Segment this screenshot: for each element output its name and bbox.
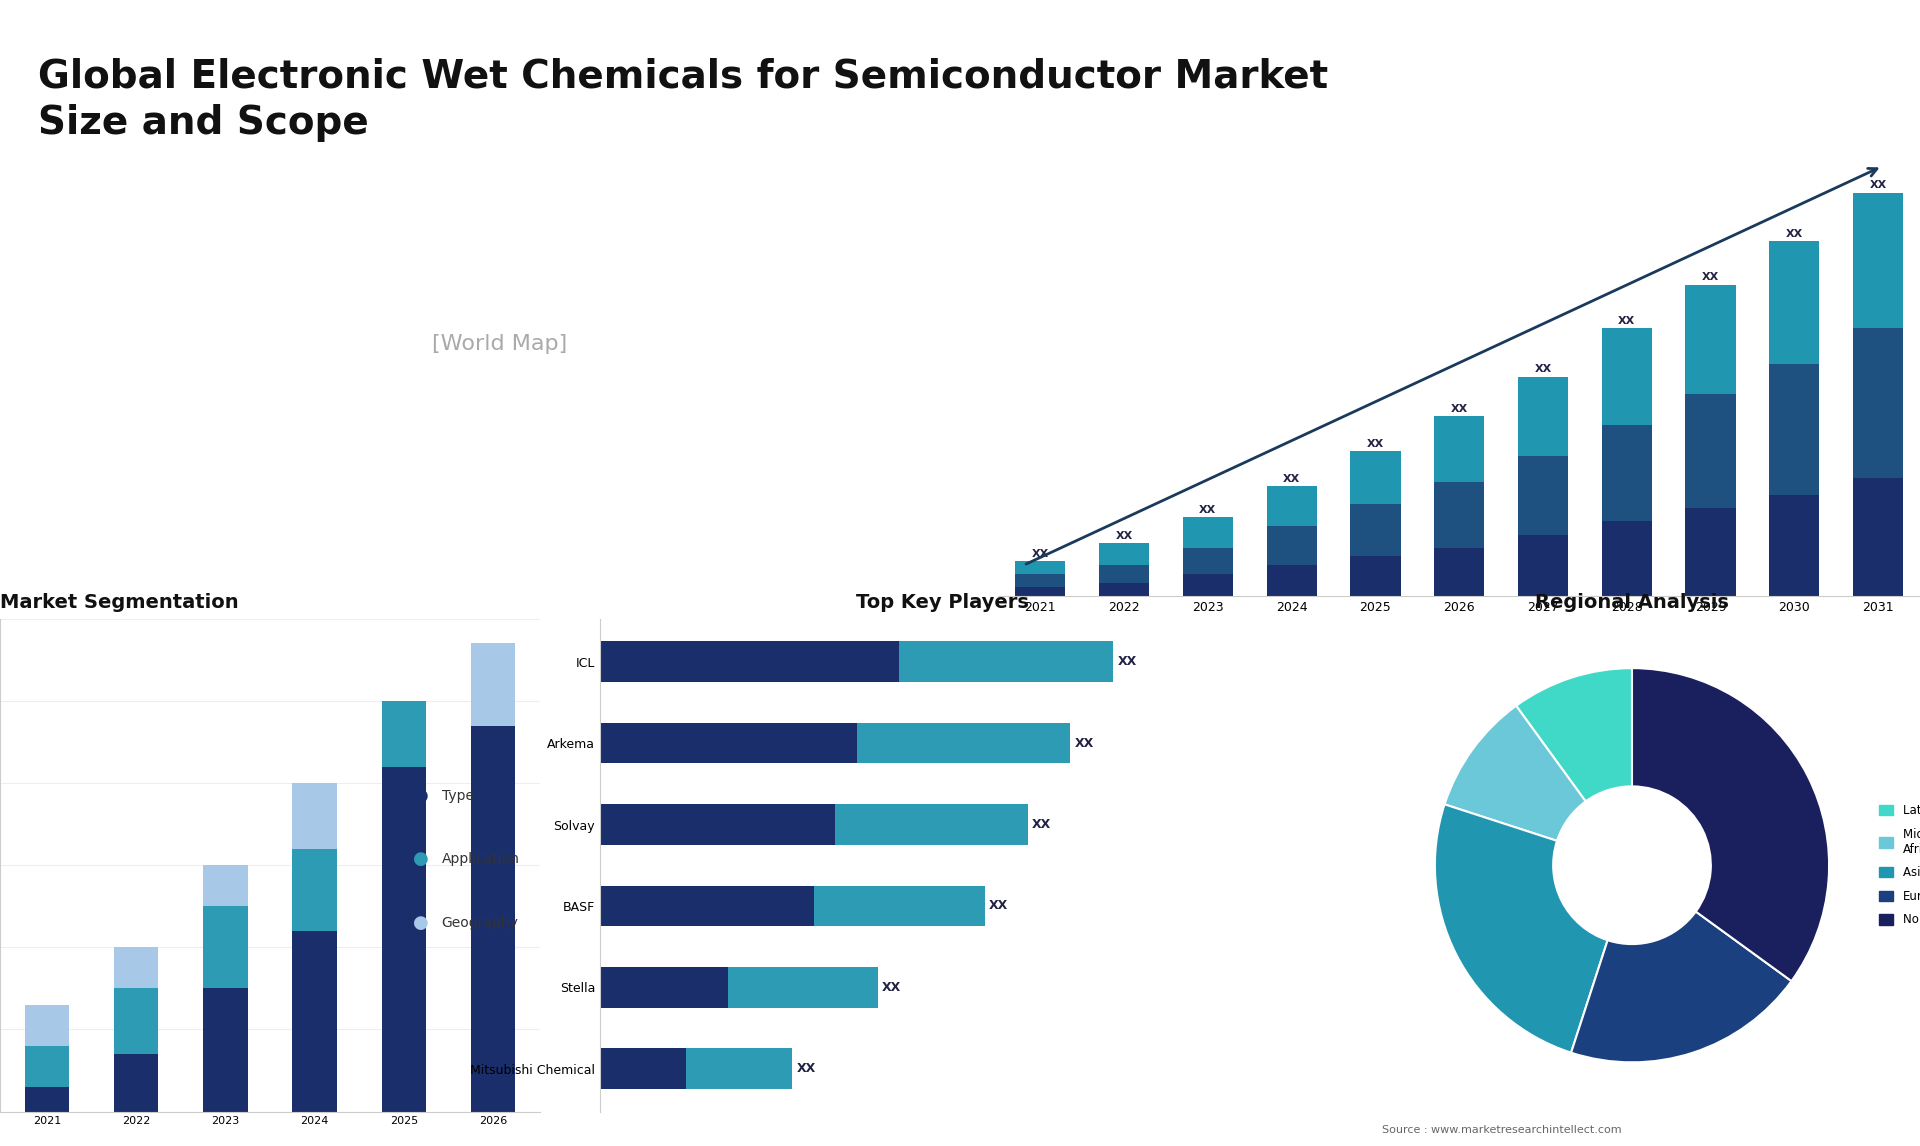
Text: ●: ●: [413, 787, 428, 806]
Text: XX: XX: [1117, 656, 1137, 668]
Text: XX: XX: [1283, 474, 1300, 484]
Bar: [25, 1005, 69, 1046]
Bar: [1183, 574, 1233, 596]
Bar: [1519, 456, 1569, 534]
Wedge shape: [1517, 668, 1632, 801]
Bar: [1016, 574, 1066, 587]
Text: XX: XX: [1200, 504, 1217, 515]
Bar: [1601, 425, 1651, 521]
Text: Application: Application: [442, 853, 520, 866]
Polygon shape: [1590, 37, 1690, 128]
Bar: [113, 1054, 159, 1112]
Text: Source : www.marketresearchintellect.com: Source : www.marketresearchintellect.com: [1382, 1124, 1622, 1135]
Bar: [470, 644, 515, 725]
Bar: [1267, 526, 1317, 565]
Bar: [1098, 583, 1150, 596]
Text: XX: XX: [1619, 316, 1636, 327]
Bar: [1686, 394, 1736, 508]
Bar: [1350, 452, 1400, 504]
Bar: [292, 931, 336, 1112]
Bar: [599, 886, 814, 926]
Text: Global Electronic Wet Chemicals for Semiconductor Market
Size and Scope: Global Electronic Wet Chemicals for Semi…: [38, 57, 1329, 142]
Text: XX: XX: [1031, 549, 1048, 558]
Bar: [599, 642, 899, 682]
Bar: [1016, 587, 1066, 596]
Wedge shape: [1444, 706, 1586, 841]
Text: Type: Type: [442, 790, 474, 803]
Text: XX: XX: [797, 1062, 816, 1075]
Text: XX: XX: [881, 981, 900, 994]
Text: [World Map]: [World Map]: [432, 333, 566, 354]
Bar: [1768, 495, 1820, 596]
Text: Geography: Geography: [442, 916, 518, 929]
Bar: [599, 804, 835, 845]
Bar: [1853, 329, 1903, 478]
Bar: [1519, 377, 1569, 456]
Legend: Latin America, Middle East &
Africa, Asia Pacific, Europe, North America: Latin America, Middle East & Africa, Asi…: [1874, 799, 1920, 932]
Bar: [113, 988, 159, 1054]
Bar: [1183, 517, 1233, 548]
Wedge shape: [1434, 804, 1607, 1053]
Bar: [1267, 565, 1317, 596]
Bar: [470, 725, 515, 1112]
Bar: [1016, 560, 1066, 574]
Bar: [204, 865, 248, 906]
Wedge shape: [1571, 911, 1791, 1062]
Bar: [1853, 478, 1903, 596]
Bar: [1768, 363, 1820, 495]
Bar: [1350, 557, 1400, 596]
Text: XX: XX: [1075, 737, 1094, 749]
Bar: [382, 767, 426, 1112]
Bar: [25, 1046, 69, 1086]
Bar: [113, 948, 159, 988]
Text: Market Segmentation: Market Segmentation: [0, 592, 238, 612]
Text: XX: XX: [1367, 439, 1384, 449]
Text: XX: XX: [1534, 364, 1551, 375]
Text: XX: XX: [1116, 531, 1133, 541]
Bar: [292, 783, 336, 849]
Bar: [856, 723, 1069, 763]
Bar: [1686, 508, 1736, 596]
Text: XX: XX: [1786, 228, 1803, 238]
Bar: [599, 967, 728, 1007]
Bar: [899, 642, 1114, 682]
Text: XX: XX: [989, 900, 1008, 912]
Text: ●: ●: [413, 850, 428, 869]
Title: Regional Analysis: Regional Analysis: [1536, 592, 1728, 612]
Text: XX: XX: [1031, 818, 1050, 831]
Bar: [1601, 521, 1651, 596]
Bar: [1601, 329, 1651, 425]
Title: Top Key Players: Top Key Players: [856, 592, 1029, 612]
Text: XX: XX: [1870, 180, 1887, 190]
Bar: [814, 886, 985, 926]
Bar: [1434, 416, 1484, 482]
Bar: [1434, 482, 1484, 548]
Bar: [599, 723, 856, 763]
Bar: [1267, 486, 1317, 526]
Bar: [728, 967, 877, 1007]
Bar: [25, 1086, 69, 1112]
Bar: [1686, 284, 1736, 394]
Text: XX: XX: [1701, 273, 1718, 282]
Bar: [685, 1049, 793, 1089]
Bar: [1434, 548, 1484, 596]
Bar: [1853, 193, 1903, 329]
Bar: [204, 906, 248, 988]
Bar: [835, 804, 1027, 845]
Bar: [1350, 504, 1400, 557]
Text: XX: XX: [1452, 403, 1467, 414]
Bar: [204, 988, 248, 1112]
Bar: [1098, 565, 1150, 583]
Bar: [1098, 543, 1150, 565]
Bar: [599, 1049, 685, 1089]
Bar: [292, 849, 336, 931]
Bar: [1768, 241, 1820, 363]
Wedge shape: [1632, 668, 1830, 981]
Bar: [1183, 548, 1233, 574]
Bar: [382, 701, 426, 767]
Text: MARKET
RESEARCH
INTELLECT: MARKET RESEARCH INTELLECT: [1726, 56, 1801, 104]
Bar: [1519, 534, 1569, 596]
Text: ●: ●: [413, 913, 428, 932]
